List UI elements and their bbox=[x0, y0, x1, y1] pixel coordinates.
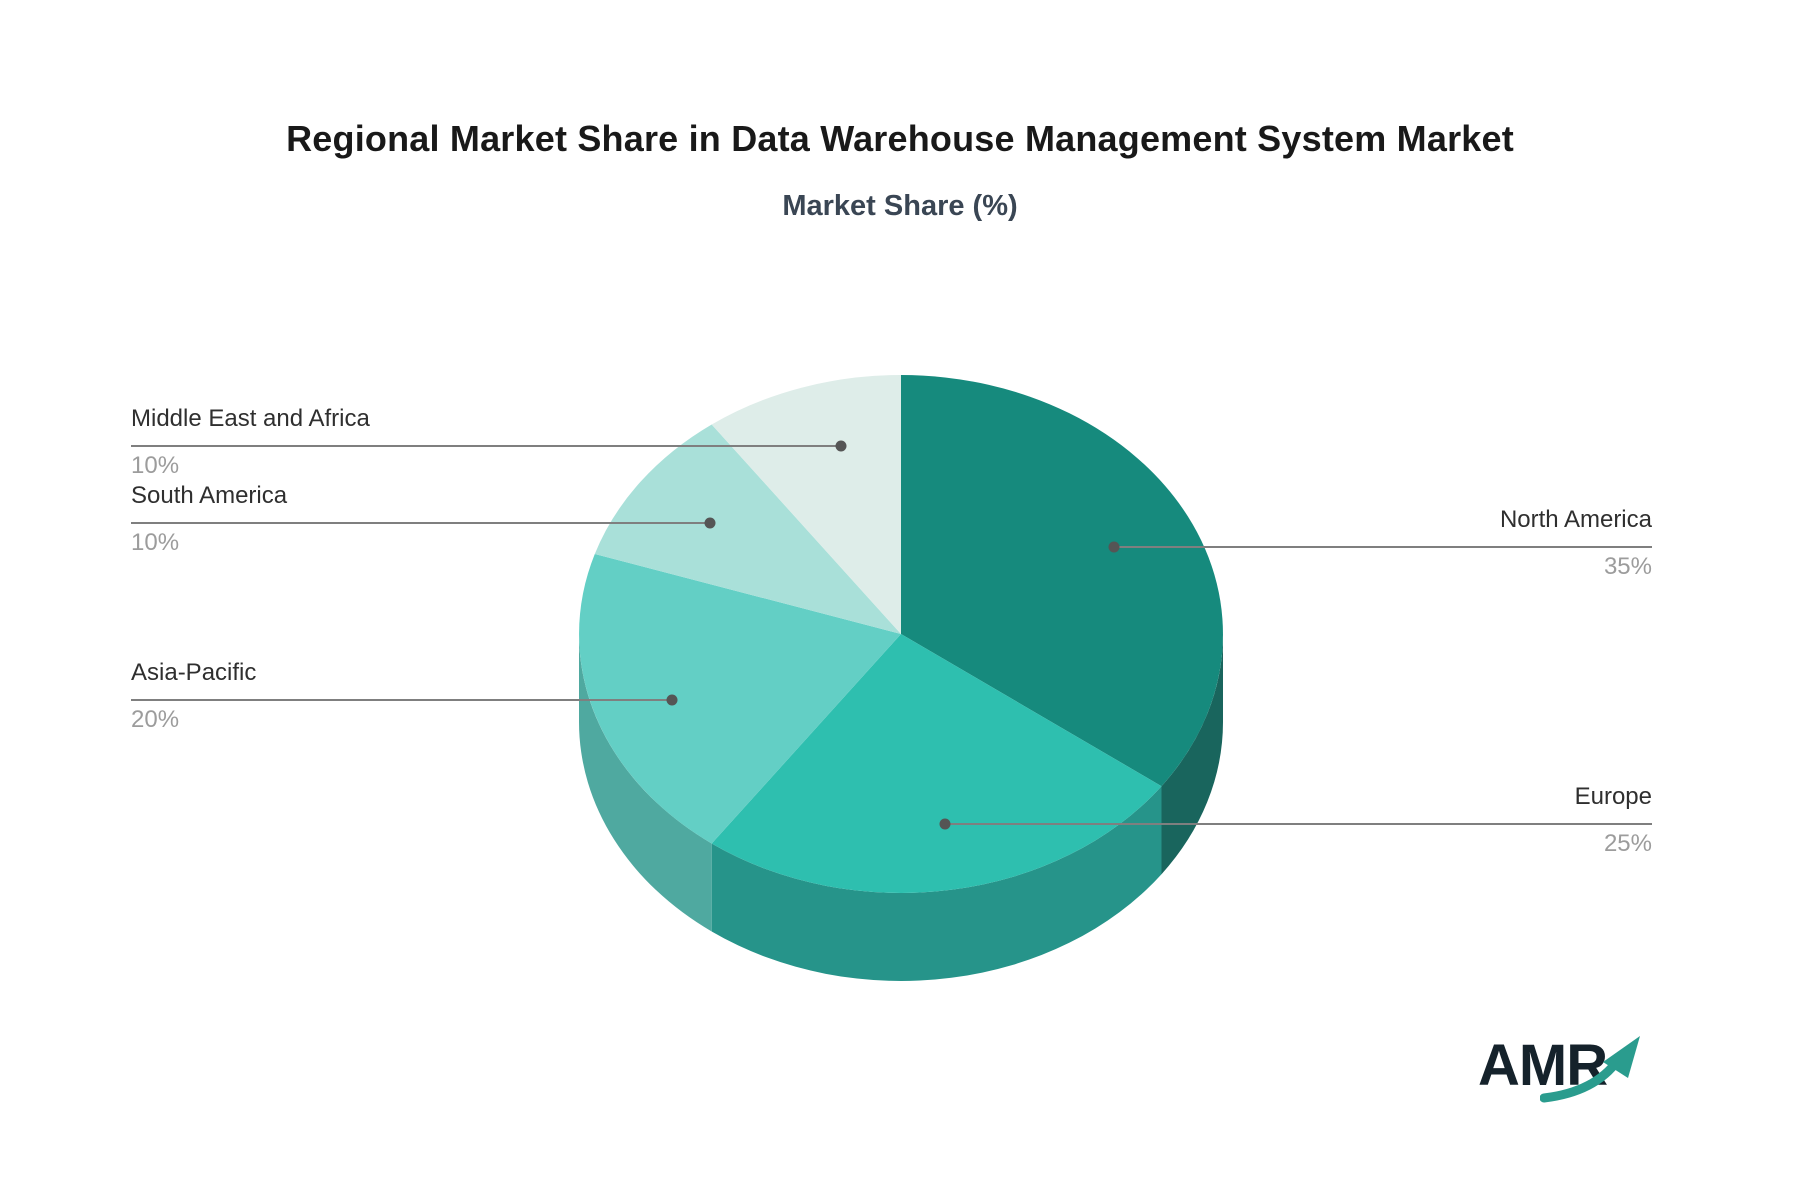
pie-slice-side bbox=[579, 634, 712, 932]
pie-slice-asia-pacific[interactable] bbox=[579, 554, 901, 844]
slice-label-south-america: South America 10% bbox=[131, 482, 551, 557]
slice-label-name: Middle East and Africa bbox=[131, 405, 370, 432]
slice-label-value: 35% bbox=[1603, 553, 1652, 580]
amr-logo: AMR bbox=[1478, 1030, 1658, 1110]
slice-label-value: 20% bbox=[131, 706, 180, 733]
pie-slice-middle-east-and-africa[interactable] bbox=[711, 375, 901, 634]
label-connector-dot bbox=[835, 440, 847, 452]
slice-label-value: 25% bbox=[1603, 830, 1652, 857]
pie-slice-south-america[interactable] bbox=[594, 424, 901, 635]
slice-label-name: Asia-Pacific bbox=[131, 659, 257, 686]
slice-label-value: 10% bbox=[131, 529, 180, 556]
slice-label-name: North America bbox=[1499, 506, 1652, 533]
label-connector-dot bbox=[704, 517, 716, 529]
pie-slice-side bbox=[1161, 634, 1223, 875]
slice-label-europe: Europe 25% bbox=[1232, 783, 1652, 858]
slice-label-north-america: North America 35% bbox=[1232, 506, 1652, 581]
pie-slice-side bbox=[711, 786, 1162, 981]
slice-label-name: Europe bbox=[1574, 783, 1652, 810]
slice-label-middle-east-and-africa: Middle East and Africa 10% bbox=[131, 405, 551, 480]
chart-title: Regional Market Share in Data Warehouse … bbox=[286, 118, 1514, 159]
amr-logo-arrow-icon bbox=[1540, 1036, 1640, 1103]
label-connector-dot bbox=[939, 818, 951, 830]
chart-subtitle: Market Share (%) bbox=[782, 190, 1018, 222]
slice-label-asia-pacific: Asia-Pacific 20% bbox=[131, 659, 551, 734]
label-connector-dot bbox=[666, 694, 678, 706]
pie-slice-north-america[interactable] bbox=[901, 375, 1223, 787]
label-connector-dot bbox=[1108, 541, 1120, 553]
slice-label-name: South America bbox=[131, 482, 288, 509]
slice-label-value: 10% bbox=[131, 452, 180, 479]
pie-slice-europe[interactable] bbox=[711, 634, 1162, 893]
